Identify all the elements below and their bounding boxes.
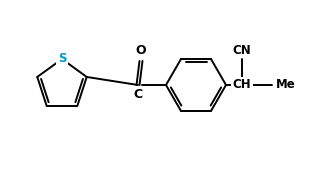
Text: CN: CN [233,43,251,57]
Text: Me: Me [276,79,296,92]
Text: O: O [136,44,146,57]
Text: C: C [133,88,143,101]
Text: CH: CH [233,79,251,92]
Text: S: S [58,52,66,66]
